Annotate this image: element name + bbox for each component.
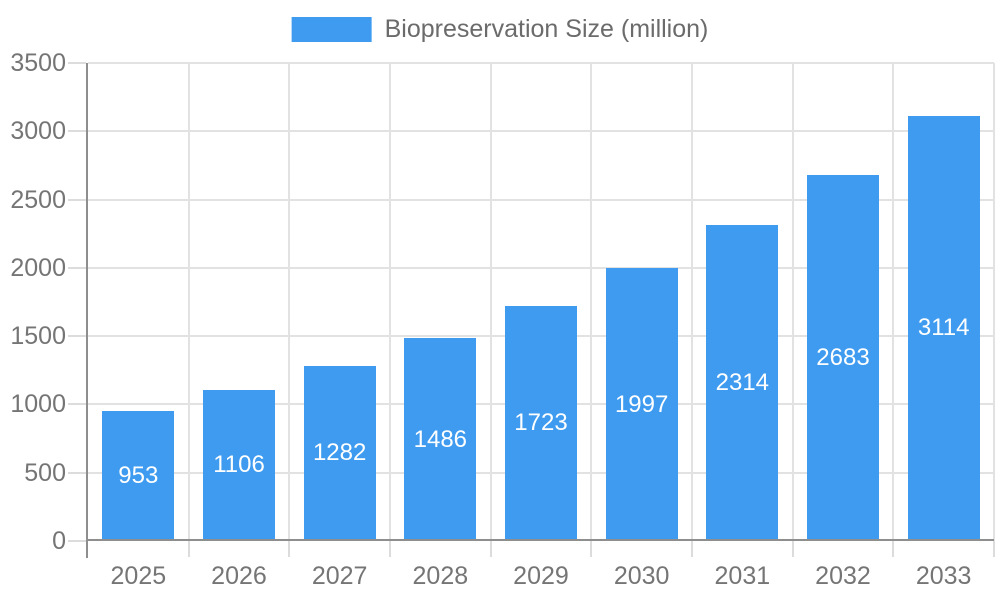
y-tick-label: 500 bbox=[24, 458, 66, 487]
y-tick-label: 1000 bbox=[10, 390, 66, 419]
y-axis-line bbox=[86, 63, 88, 558]
bar: 953 bbox=[102, 410, 175, 541]
x-axis-tick bbox=[187, 541, 190, 557]
bar-value-label: 953 bbox=[118, 461, 159, 489]
bar: 2683 bbox=[807, 174, 879, 541]
y-axis-tick bbox=[68, 403, 86, 406]
y-axis-tick bbox=[68, 266, 86, 269]
bar-value-label: 3114 bbox=[917, 314, 970, 342]
y-tick-label: 2500 bbox=[10, 185, 66, 214]
x-gridline bbox=[288, 63, 291, 541]
x-gridline bbox=[590, 63, 593, 541]
bar: 2314 bbox=[706, 224, 779, 541]
x-tick-label: 2031 bbox=[714, 562, 771, 590]
x-tick-label: 2033 bbox=[915, 562, 972, 590]
y-gridline bbox=[88, 62, 994, 64]
bar: 1106 bbox=[203, 389, 275, 541]
x-tick-label: 2030 bbox=[613, 562, 670, 590]
bar: 1723 bbox=[505, 305, 577, 541]
y-tick-label: 2000 bbox=[10, 253, 66, 282]
y-gridline bbox=[88, 266, 994, 269]
x-axis-line bbox=[86, 539, 994, 541]
x-gridline bbox=[993, 63, 995, 541]
x-tick-label: 2032 bbox=[815, 562, 871, 590]
x-axis-tick bbox=[892, 541, 895, 557]
bar-value-label: 1282 bbox=[312, 439, 367, 467]
bar: 1997 bbox=[605, 268, 678, 541]
x-axis-tick bbox=[389, 541, 391, 557]
bar: 1282 bbox=[303, 365, 376, 541]
x-tick-label: 2028 bbox=[412, 562, 469, 590]
bar: 1486 bbox=[404, 338, 477, 541]
legend-swatch[interactable] bbox=[291, 17, 372, 42]
legend[interactable]: Biopreservation Size (million) bbox=[291, 15, 709, 43]
x-axis-tick bbox=[691, 541, 693, 557]
x-axis-tick bbox=[791, 541, 794, 557]
x-axis-tick bbox=[590, 541, 593, 557]
x-tick-label: 2025 bbox=[110, 562, 167, 590]
y-tick-label: 0 bbox=[52, 527, 66, 555]
y-axis-tick bbox=[68, 540, 86, 542]
y-tick-label: 3500 bbox=[10, 49, 66, 77]
y-axis-tick bbox=[68, 62, 86, 64]
x-axis-tick bbox=[288, 541, 291, 557]
y-axis-tick bbox=[68, 198, 86, 201]
y-tick-label: 1500 bbox=[10, 322, 66, 351]
y-gridline bbox=[88, 198, 994, 201]
bar-value-label: 1106 bbox=[213, 451, 265, 479]
bar-value-label: 1723 bbox=[514, 409, 568, 437]
x-gridline bbox=[892, 63, 895, 541]
y-gridline bbox=[88, 130, 994, 133]
x-tick-label: 2026 bbox=[211, 562, 267, 590]
y-axis-tick bbox=[68, 471, 86, 474]
bar-value-label: 1997 bbox=[614, 390, 669, 418]
x-gridline bbox=[791, 63, 794, 541]
bar-value-label: 2314 bbox=[715, 368, 770, 396]
y-tick-label: 3000 bbox=[10, 117, 66, 146]
bar-value-label: 1486 bbox=[413, 425, 468, 453]
x-gridline bbox=[187, 63, 190, 541]
bar: 3114 bbox=[907, 115, 980, 541]
x-gridline bbox=[389, 63, 391, 541]
x-tick-label: 2029 bbox=[513, 562, 569, 590]
y-axis-tick bbox=[68, 130, 86, 133]
x-tick-label: 2027 bbox=[311, 562, 368, 590]
x-axis-tick bbox=[489, 541, 492, 557]
plot-area: 0 500 1000 1500 2000 2500 3000 3500 953 2025 1106 2… bbox=[10, 49, 995, 590]
x-gridline bbox=[691, 63, 693, 541]
y-axis-tick bbox=[68, 335, 86, 338]
legend-label[interactable]: Biopreservation Size (million) bbox=[384, 15, 709, 43]
x-gridline bbox=[489, 63, 492, 541]
x-axis-tick bbox=[993, 541, 995, 557]
bar-value-label: 2683 bbox=[816, 343, 870, 371]
